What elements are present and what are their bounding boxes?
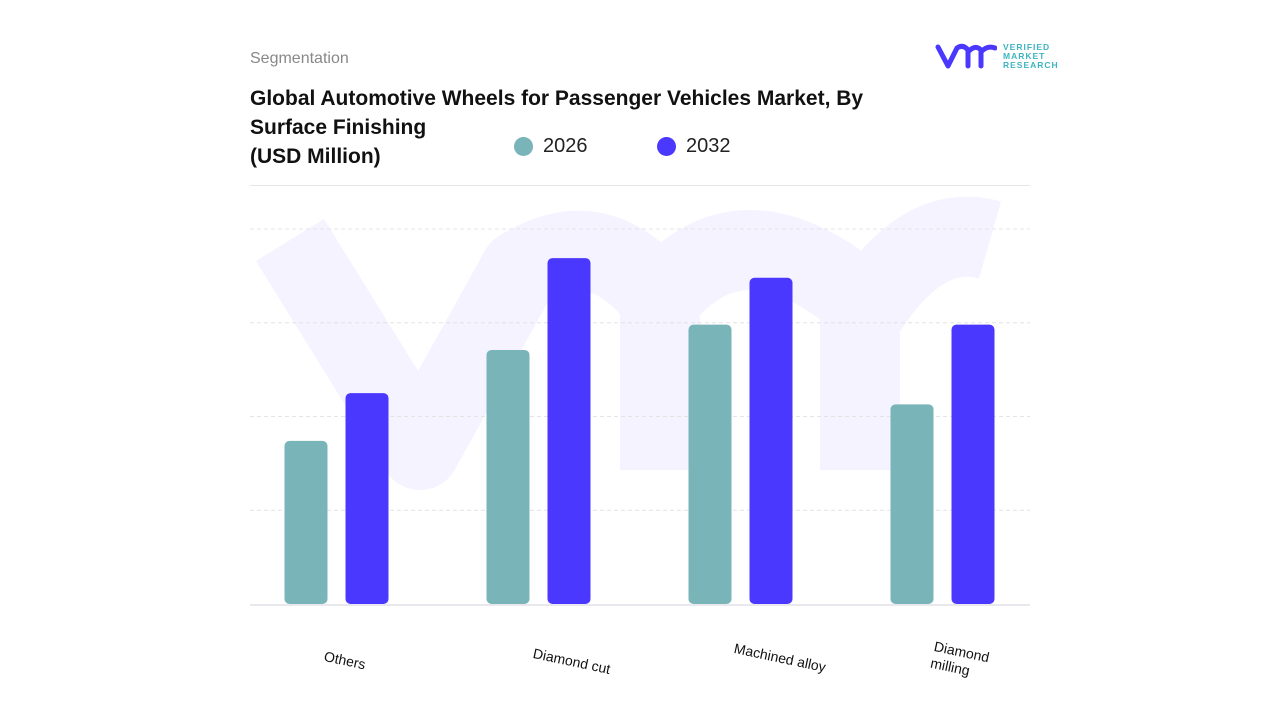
logo-text: MARKET [1003, 50, 1046, 61]
bar-2032-diamond-cut [547, 258, 591, 604]
vmr-logo-icon [935, 43, 997, 69]
logo-text: RESEARCH [1003, 59, 1059, 70]
bar-2032-diamond-milling [951, 324, 995, 604]
bar-2026-others [284, 440, 328, 604]
legend-swatch-icon [657, 137, 676, 156]
bar-2026-diamond-cut [486, 349, 530, 604]
chart-title: Global Automotive Wheels for Passenger V… [250, 84, 890, 171]
segment-label: Segmentation [250, 50, 349, 67]
legend-swatch-icon [514, 137, 533, 156]
legend-label: 2032 [686, 135, 731, 157]
logo: VERIFIED MARKET RESEARCH [935, 42, 1059, 70]
title-text: Global Automotive Wheels for Passenger V… [250, 87, 864, 168]
watermark-icon [255, 196, 1001, 490]
bar-2026-diamond-milling [890, 404, 934, 604]
bar-2032-others [345, 393, 389, 604]
bar-2026-machined-alloy [688, 324, 732, 604]
legend-item-2032: 2032 [657, 135, 731, 158]
logo-text: VERIFIED [1003, 41, 1051, 52]
divider [250, 185, 1030, 186]
legend-label: 2026 [543, 135, 588, 157]
bar-2032-machined-alloy [749, 277, 793, 604]
legend-item-2026: 2026 [514, 135, 588, 158]
